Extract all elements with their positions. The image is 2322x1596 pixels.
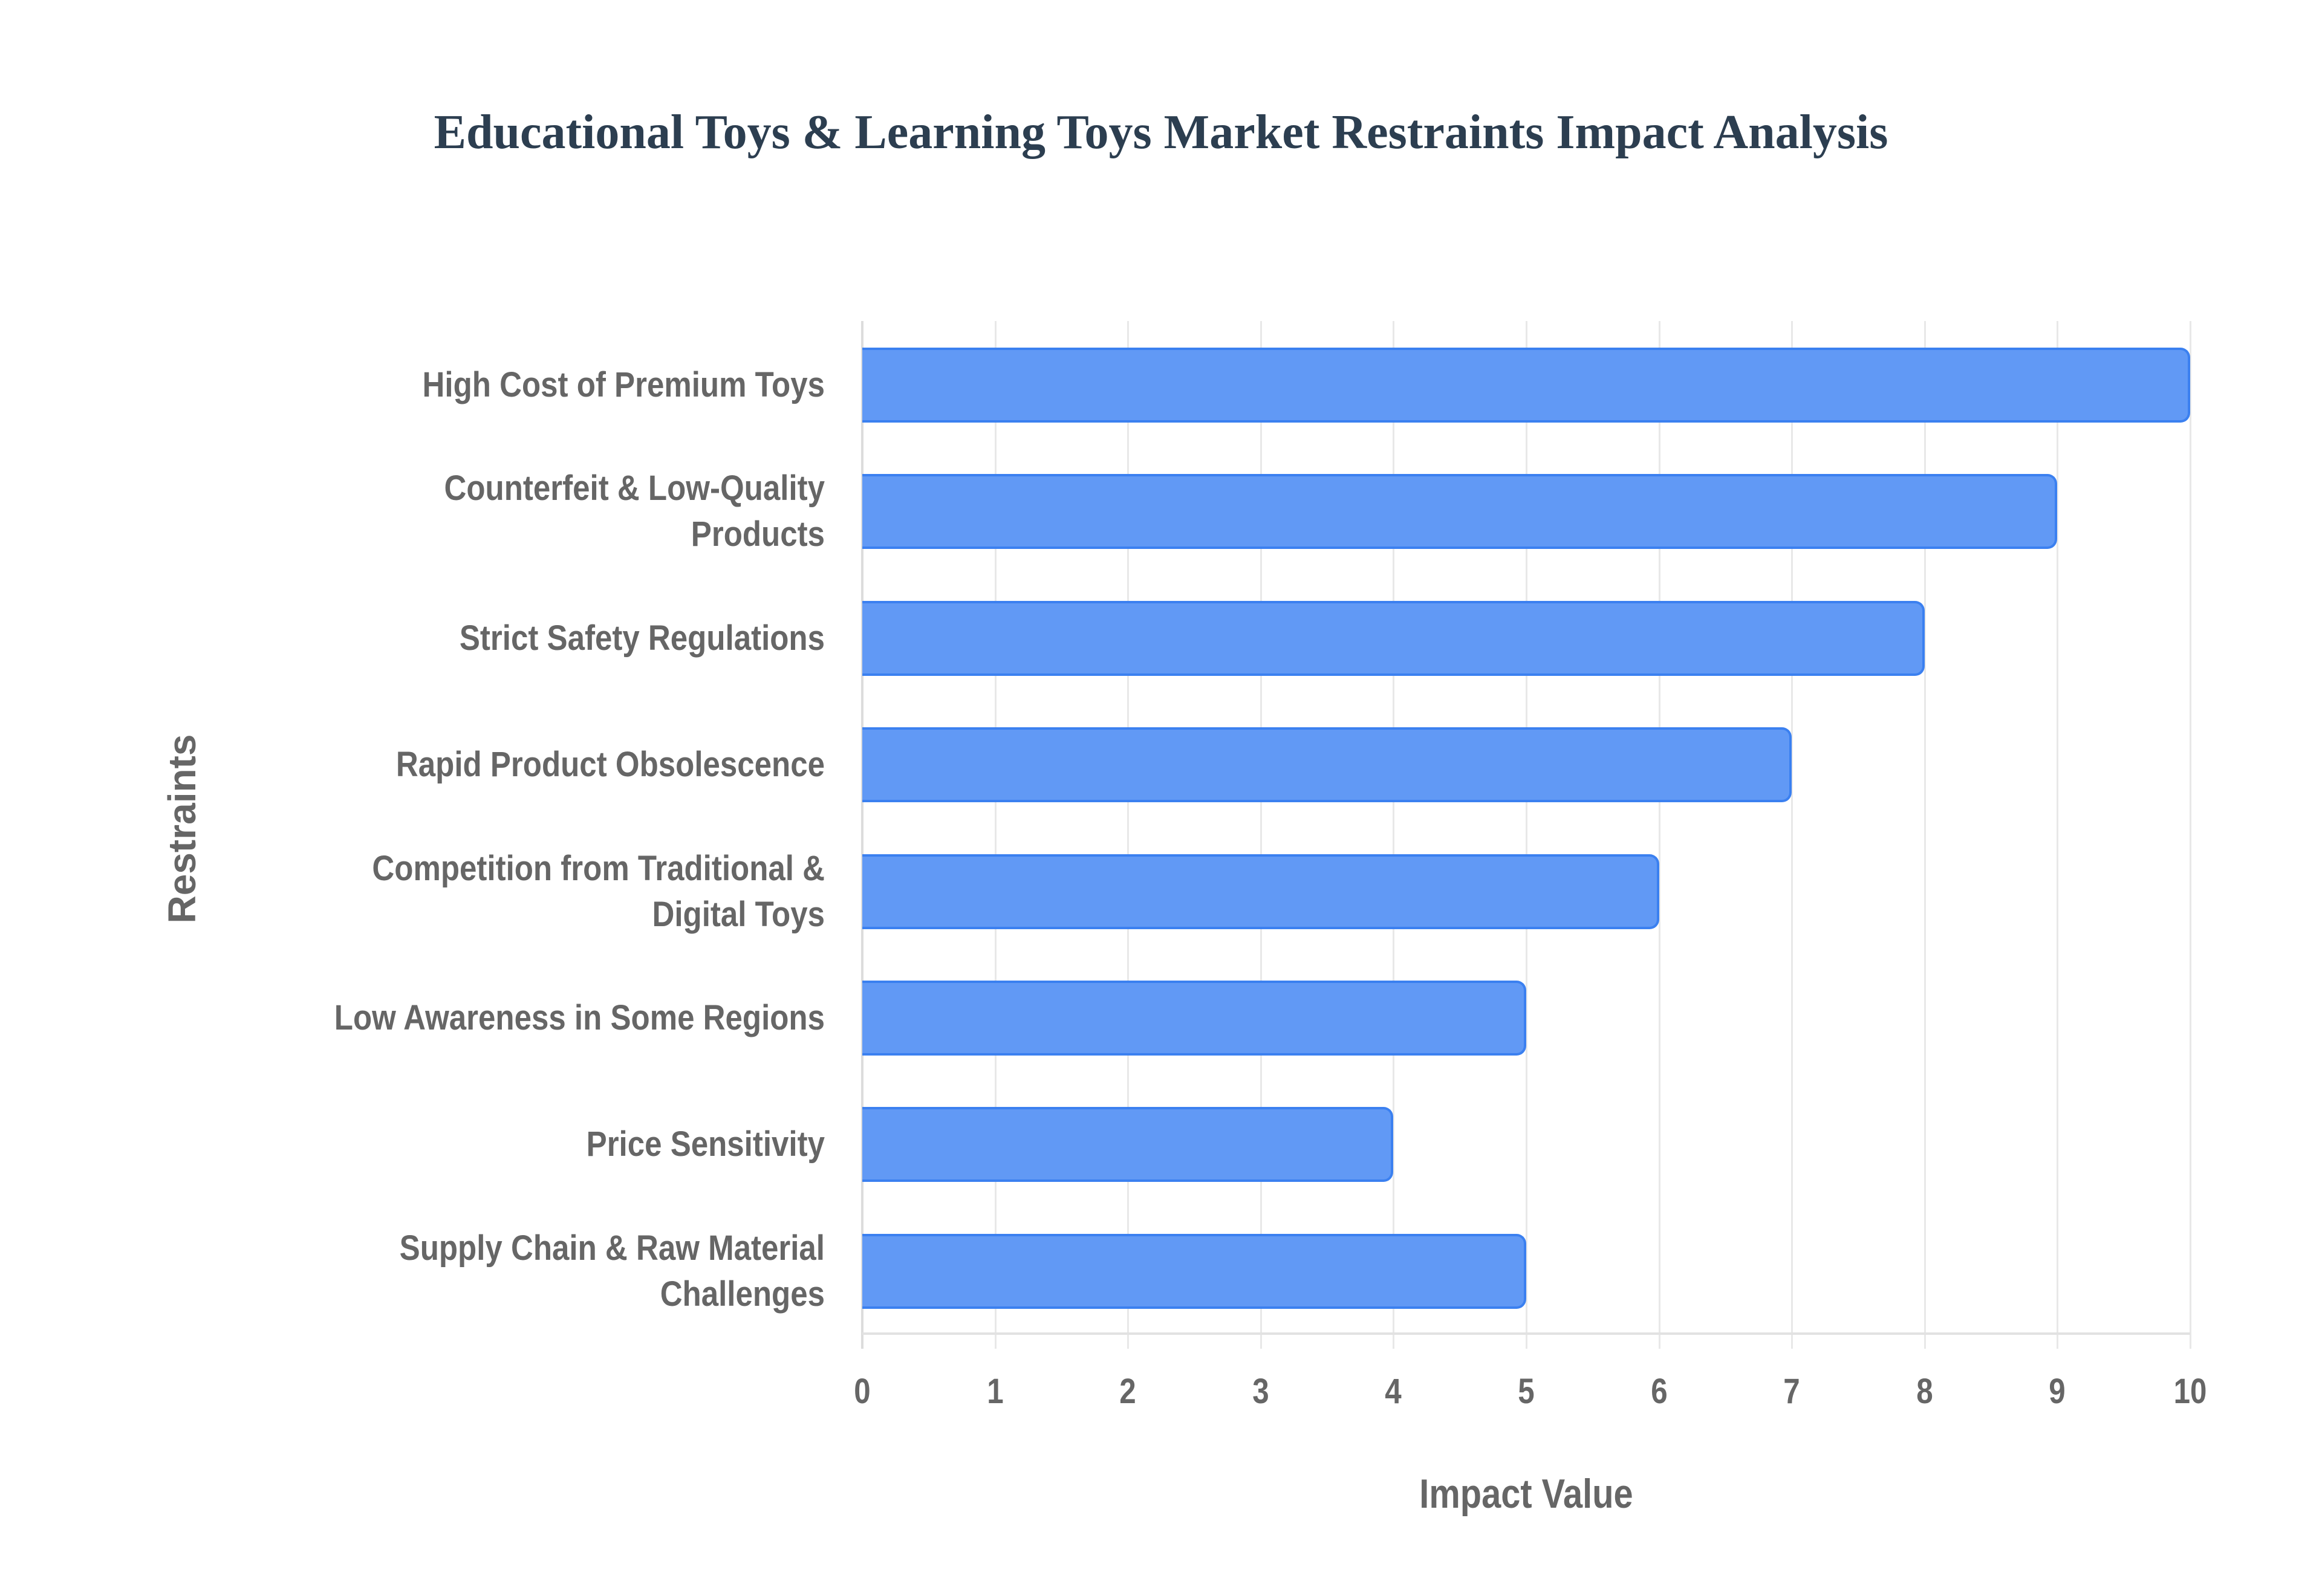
x-axis-line bbox=[862, 1332, 2190, 1335]
gridline bbox=[2190, 321, 2191, 1349]
y-tick-label: Supply Chain & Raw Material Challenges bbox=[239, 1225, 825, 1317]
y-tick-label-line: Rapid Product Obsolescence bbox=[395, 745, 825, 785]
y-tick-label-line: Counterfeit & Low-Quality bbox=[444, 469, 825, 508]
y-tick-label-line: Supply Chain & Raw Material bbox=[399, 1228, 825, 1268]
x-tick-label: 5 bbox=[1518, 1372, 1535, 1411]
gridline bbox=[2057, 321, 2059, 1349]
y-tick-label-line: Price Sensitivity bbox=[586, 1124, 825, 1164]
bar[interactable] bbox=[862, 854, 1659, 929]
y-axis-line bbox=[861, 321, 863, 1349]
y-tick-label: Competition from Traditional & Digital To… bbox=[239, 846, 825, 938]
y-axis-title: Restraints bbox=[160, 734, 204, 924]
gridline bbox=[1526, 321, 1527, 1349]
gridline bbox=[1127, 321, 1130, 1349]
x-tick-label: 2 bbox=[1119, 1372, 1136, 1411]
x-tick-label: 7 bbox=[1783, 1372, 1800, 1411]
y-tick-label-line: Competition from Traditional & bbox=[372, 848, 825, 888]
y-tick-label-line: Strict Safety Regulations bbox=[459, 618, 825, 658]
chart-title: Educational Toys & Learning Toys Market … bbox=[434, 106, 1888, 159]
y-tick-label-line: High Cost of Premium Toys bbox=[422, 365, 825, 404]
plot-area bbox=[861, 321, 2191, 1349]
y-tick-label: Price Sensitivity bbox=[239, 1121, 825, 1167]
gridline bbox=[1393, 321, 1395, 1349]
bar[interactable] bbox=[862, 1107, 1394, 1182]
bar[interactable] bbox=[862, 1233, 1526, 1309]
bar[interactable] bbox=[862, 600, 1925, 676]
bar[interactable] bbox=[862, 727, 1792, 803]
y-tick-label-line: Digital Toys bbox=[652, 894, 825, 934]
bar[interactable] bbox=[862, 348, 2190, 423]
x-tick-label: 10 bbox=[2173, 1372, 2207, 1411]
bar[interactable] bbox=[862, 981, 1526, 1056]
x-tick-label: 4 bbox=[1385, 1372, 1402, 1411]
x-tick-label: 3 bbox=[1252, 1372, 1269, 1411]
x-axis-title: Impact Value bbox=[1419, 1471, 1633, 1517]
y-tick-label: Counterfeit & Low-Quality Products bbox=[239, 465, 825, 557]
x-tick-label: 8 bbox=[1916, 1372, 1933, 1411]
y-tick-label: Strict Safety Regulations bbox=[239, 615, 825, 661]
x-tick-label: 0 bbox=[854, 1372, 871, 1411]
gridline bbox=[1791, 321, 1794, 1349]
gridline bbox=[1924, 321, 1926, 1349]
bar[interactable] bbox=[862, 474, 2058, 550]
gridline bbox=[994, 321, 997, 1349]
y-tick-label-line: Low Awareness in Some Regions bbox=[334, 998, 825, 1037]
gridline bbox=[1260, 321, 1262, 1349]
y-tick-label-line: Products bbox=[691, 514, 825, 554]
y-tick-label: Low Awareness in Some Regions bbox=[239, 995, 825, 1041]
y-tick-label: Rapid Product Obsolescence bbox=[239, 742, 825, 788]
x-tick-label: 1 bbox=[986, 1372, 1004, 1411]
y-tick-label: High Cost of Premium Toys bbox=[239, 362, 825, 408]
y-tick-label-line: Challenges bbox=[660, 1274, 825, 1314]
x-tick-label: 9 bbox=[2049, 1372, 2066, 1411]
x-tick-label: 6 bbox=[1650, 1372, 1668, 1411]
gridline bbox=[1658, 321, 1660, 1349]
